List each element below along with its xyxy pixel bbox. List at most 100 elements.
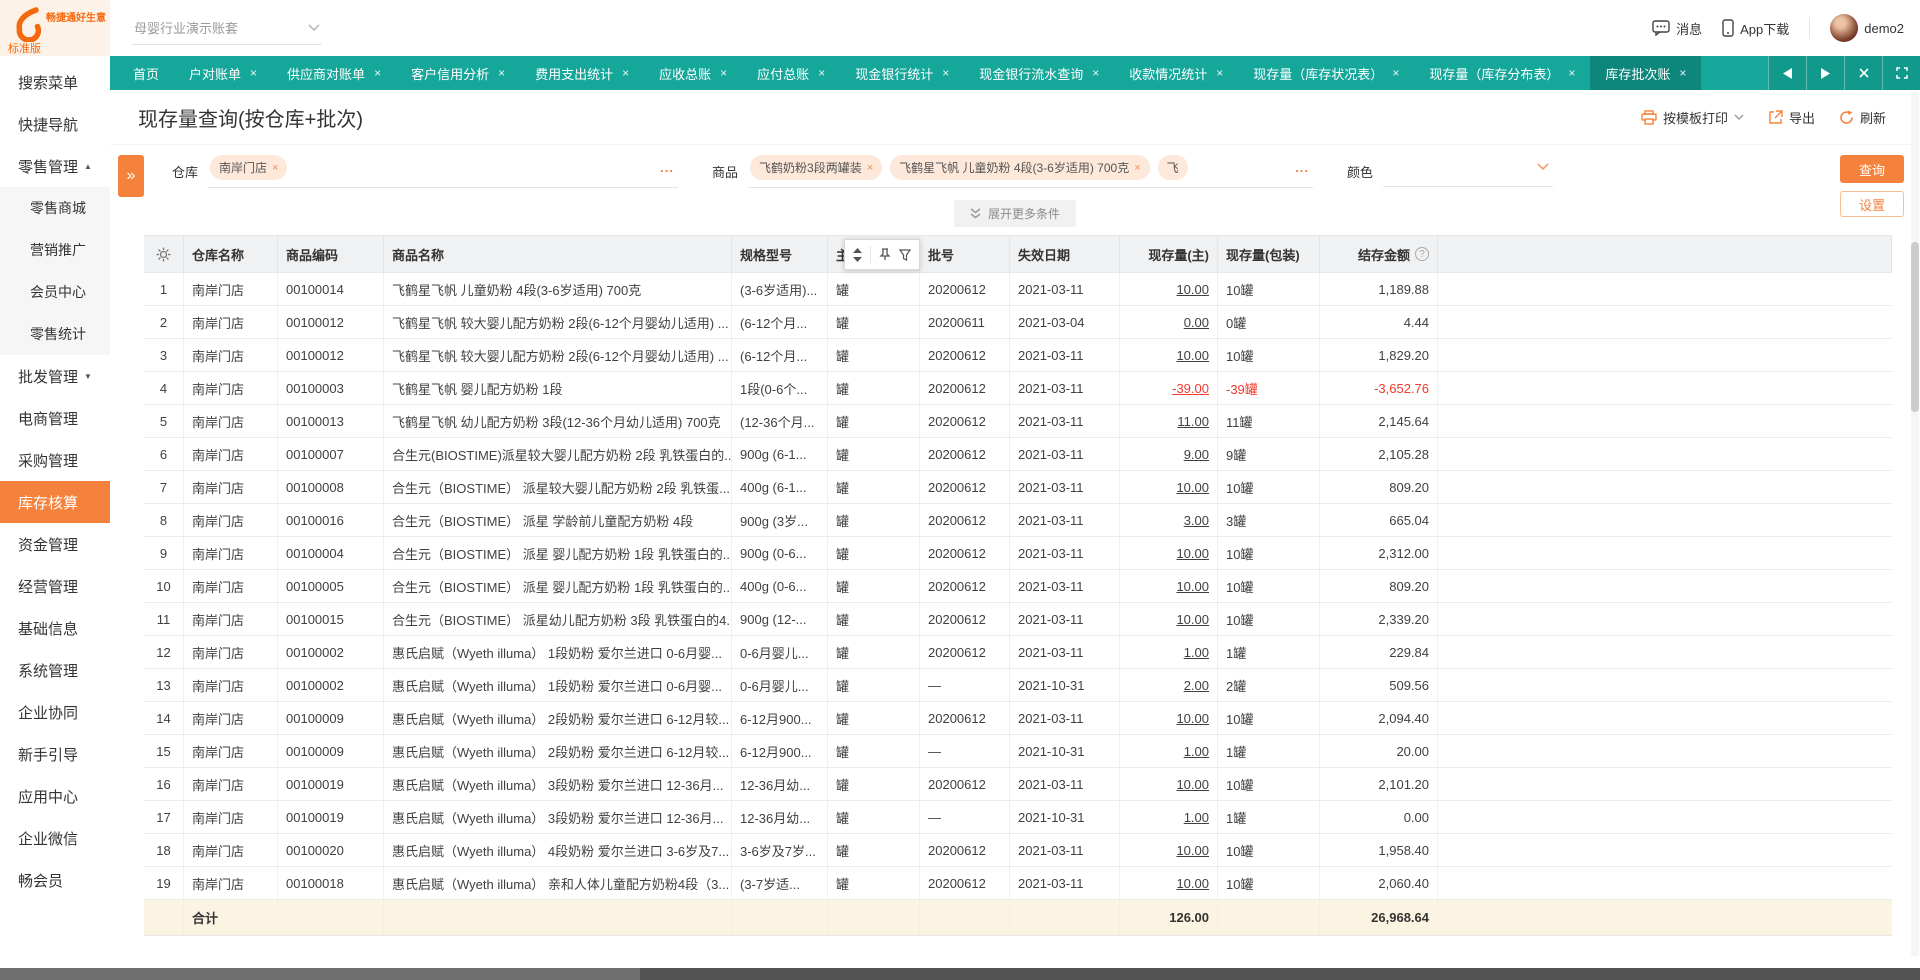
filter-tag[interactable]: 南岸门店 × [210,155,288,180]
header-qty-main[interactable]: 现存量(主) [1120,236,1218,272]
tab-close-icon[interactable]: × [720,66,728,80]
print-by-template-button[interactable]: 按模板打印 [1641,108,1744,127]
sidebar-item-会员中心[interactable]: 会员中心 [0,271,110,313]
table-row[interactable]: 5 南岸门店 00100013 飞鹤星飞帆 幼儿配方奶粉 3段(12-36个月幼儿适用… [144,405,1892,438]
filter-tag[interactable]: 飞 [1157,155,1188,180]
qty-main-link[interactable]: 10.00 [1176,545,1209,561]
header-balance-amount[interactable]: 结存金额 ? [1320,236,1438,272]
account-set-dropdown[interactable]: 母婴行业演示账套 [132,13,322,45]
tab-close-icon[interactable]: × [250,66,258,80]
qty-main-link[interactable]: 11.00 [1177,413,1209,429]
qty-main-link[interactable]: 2.00 [1183,677,1209,693]
collapse-filter-button[interactable]: » [118,155,144,197]
table-row[interactable]: 19 南岸门店 00100018 惠氏启赋（Wyeth illuma） 亲和人体儿童配… [144,867,1892,900]
header-item-name[interactable]: 商品名称 [384,236,732,272]
table-row[interactable]: 18 南岸门店 00100020 惠氏启赋（Wyeth illuma） 4段奶粉 爱尔… [144,834,1892,867]
sidebar-item-零售统计[interactable]: 零售统计 [0,313,110,355]
warehouse-field[interactable]: 南岸门店 × ... [208,153,679,188]
table-row[interactable]: 10 南岸门店 00100005 合生元（BIOSTIME） 派星 婴儿配方奶粉 1段… [144,570,1892,603]
messages-button[interactable]: 消息 [1652,19,1702,38]
qty-main-link[interactable]: 10.00 [1176,776,1209,792]
tab-scroll-left-button[interactable] [1768,56,1806,90]
tab-现存量（库存状况表）[interactable]: 现存量（库存状况表） × [1238,56,1414,90]
qty-main-link[interactable]: 1.00 [1183,809,1209,825]
sidebar-item-应用中心[interactable]: 应用中心 [0,775,110,817]
app-download-button[interactable]: App下载 [1722,19,1789,38]
sidebar-item-零售管理[interactable]: 零售管理 ▲ [0,145,110,187]
tag-remove-icon[interactable]: × [1134,161,1141,174]
refresh-button[interactable]: 刷新 [1839,108,1886,127]
header-qty-package[interactable]: 现存量(包装) [1218,236,1320,272]
sidebar-item-系统管理[interactable]: 系统管理 [0,649,110,691]
tab-close-icon[interactable]: × [622,66,630,80]
tab-close-icon[interactable]: × [498,66,506,80]
sidebar-item-电商管理[interactable]: 电商管理 [0,397,110,439]
header-expiry-date[interactable]: 失效日期 [1010,236,1120,272]
fullscreen-button[interactable] [1882,56,1920,90]
qty-main-link[interactable]: 10.00 [1176,578,1209,594]
product-field[interactable]: 飞鹤奶粉3段两罐装 × 飞鹤星飞帆 儿童奶粉 4段(3-6岁适用) 700克 × 飞 .… [748,153,1314,188]
header-spec[interactable]: 规格型号 [732,236,828,272]
table-row[interactable]: 9 南岸门店 00100004 合生元（BIOSTIME） 派星 婴儿配方奶粉 1段 … [144,537,1892,570]
filter-tag[interactable]: 飞鹤星飞帆 儿童奶粉 4段(3-6岁适用) 700克 × [890,155,1150,180]
sidebar-item-搜索菜单[interactable]: 搜索菜单 [0,61,110,103]
export-button[interactable]: 导出 [1768,108,1815,127]
tab-首页[interactable]: 首页 [118,56,174,90]
pin-column-icon[interactable] [879,248,891,261]
horizontal-scrollbar-thumb[interactable] [0,968,640,980]
expand-more-conditions-button[interactable]: 展开更多条件 [953,200,1076,227]
table-row[interactable]: 16 南岸门店 00100019 惠氏启赋（Wyeth illuma） 3段奶粉 爱尔… [144,768,1892,801]
qty-main-link[interactable]: 10.00 [1176,479,1209,495]
tab-close-icon[interactable]: × [942,66,950,80]
tab-应付总账[interactable]: 应付总账 × [742,56,840,90]
product-more-ellipsis[interactable]: ... [1295,160,1310,175]
tab-close-icon[interactable]: × [818,66,826,80]
sidebar-item-畅会员[interactable]: 畅会员 [0,859,110,901]
sidebar-item-基础信息[interactable]: 基础信息 [0,607,110,649]
qty-main-link[interactable]: 10.00 [1176,347,1209,363]
tab-现存量（库存分布表）[interactable]: 现存量（库存分布表） × [1414,56,1590,90]
table-row[interactable]: 6 南岸门店 00100007 合生元(BIOSTIME)派星较大婴儿配方奶粉 2段 … [144,438,1892,471]
column-settings-button[interactable] [144,236,184,272]
tab-close-icon[interactable]: × [374,66,382,80]
table-row[interactable]: 1 南岸门店 00100014 飞鹤星飞帆 儿童奶粉 4段(3-6岁适用) 700克(… [144,273,1892,306]
close-all-tabs-button[interactable] [1844,56,1882,90]
table-row[interactable]: 13 南岸门店 00100002 惠氏启赋（Wyeth illuma） 1段奶粉 爱尔… [144,669,1892,702]
qty-main-link[interactable]: 10.00 [1176,842,1209,858]
qty-main-link[interactable]: 3.00 [1183,512,1209,528]
tag-remove-icon[interactable]: × [272,161,279,174]
table-row[interactable]: 15 南岸门店 00100009 惠氏启赋（Wyeth illuma） 2段奶粉 爱尔… [144,735,1892,768]
horizontal-scrollbar[interactable] [0,968,1920,980]
vertical-scrollbar[interactable] [1911,92,1919,956]
table-row[interactable]: 14 南岸门店 00100009 惠氏启赋（Wyeth illuma） 2段奶粉 爱尔… [144,702,1892,735]
sidebar-item-批发管理[interactable]: 批发管理 ▼ [0,355,110,397]
table-row[interactable]: 12 南岸门店 00100002 惠氏启赋（Wyeth illuma） 1段奶粉 爱尔… [144,636,1892,669]
tab-scroll-right-button[interactable] [1806,56,1844,90]
header-item-code[interactable]: 商品编码 [278,236,384,272]
sort-toggle-icon[interactable] [853,247,862,262]
search-button[interactable]: 查询 [1840,155,1904,183]
qty-main-link[interactable]: 10.00 [1176,611,1209,627]
header-batch-no[interactable]: 批号 [920,236,1010,272]
tab-户对账单[interactable]: 户对账单 × [174,56,272,90]
tab-供应商对账单[interactable]: 供应商对账单 × [272,56,396,90]
tab-收款情况统计[interactable]: 收款情况统计 × [1114,56,1238,90]
sidebar-item-企业微信[interactable]: 企业微信 [0,817,110,859]
table-row[interactable]: 4 南岸门店 00100003 飞鹤星飞帆 婴儿配方奶粉 1段 1段(0-6个... 罐 2… [144,372,1892,405]
tab-现金银行流水查询[interactable]: 现金银行流水查询 × [964,56,1114,90]
help-icon[interactable]: ? [1415,247,1429,261]
header-warehouse[interactable]: 仓库名称 [184,236,278,272]
qty-main-link[interactable]: 10.00 [1176,875,1209,891]
tab-close-icon[interactable]: × [1679,66,1687,80]
tab-客户信用分析[interactable]: 客户信用分析 × [396,56,520,90]
qty-main-link[interactable]: 9.00 [1183,446,1209,462]
tab-应收总账[interactable]: 应收总账 × [644,56,742,90]
tab-close-icon[interactable]: × [1392,66,1400,80]
tab-close-icon[interactable]: × [1568,66,1576,80]
tab-库存批次账[interactable]: 库存批次账 × [1590,56,1702,90]
tab-close-icon[interactable]: × [1216,66,1224,80]
filter-tag[interactable]: 飞鹤奶粉3段两罐装 × [750,155,883,180]
sidebar-item-快捷导航[interactable]: 快捷导航 [0,103,110,145]
tag-remove-icon[interactable]: × [866,161,874,174]
table-row[interactable]: 17 南岸门店 00100019 惠氏启赋（Wyeth illuma） 3段奶粉 爱尔… [144,801,1892,834]
